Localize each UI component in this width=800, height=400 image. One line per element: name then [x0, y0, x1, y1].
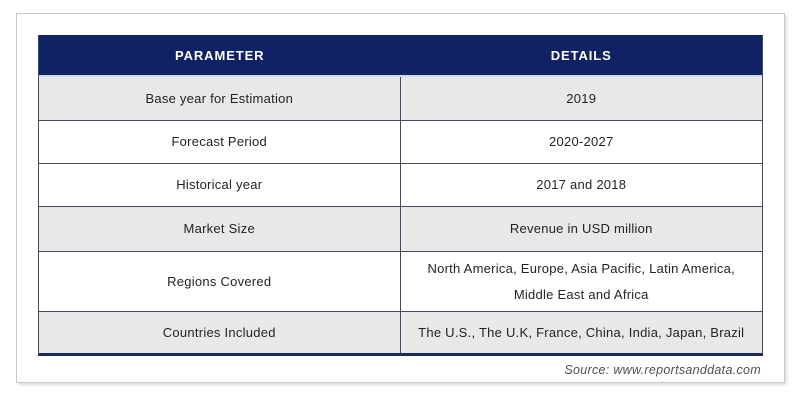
table-row-base-year: Base year for Estimation 2019 — [39, 77, 762, 121]
report-scope-table: PARAMETER DETAILS Base year for Estimati… — [38, 35, 763, 356]
parameter-cell: Historical year — [39, 164, 401, 206]
details-cell: 2019 — [566, 90, 597, 106]
details-cell: 2020-2027 — [549, 134, 614, 149]
table-row-historical-year: Historical year 2017 and 2018 — [39, 164, 762, 207]
parameter-cell: Market Size — [39, 207, 401, 251]
details-cell: The U.S., The U.K, France, China, India,… — [418, 324, 745, 340]
details-cell: North America, Europe, Asia Pacific, Lat… — [427, 260, 736, 302]
parameter-cell: Base year for Estimation — [39, 77, 401, 120]
parameter-cell: Countries Included — [39, 312, 401, 353]
parameter-cell: Regions Covered — [39, 252, 401, 311]
header-cell-details: DETAILS — [550, 47, 612, 63]
table-header-row: PARAMETER DETAILS — [39, 35, 762, 77]
parameter-cell: Forecast Period — [39, 121, 401, 163]
content-frame: PARAMETER DETAILS Base year for Estimati… — [16, 13, 785, 383]
table-row-forecast-period: Forecast Period 2020-2027 — [39, 121, 762, 164]
header-cell-parameter: PARAMETER — [175, 47, 265, 63]
table-row-countries-included: Countries Included The U.S., The U.K, Fr… — [39, 312, 762, 353]
source-credit: Source: www.reportsanddata.com — [564, 363, 761, 377]
table-row-market-size: Market Size Revenue in USD million — [39, 207, 762, 252]
table-row-regions-covered: Regions Covered North America, Europe, A… — [39, 252, 762, 312]
details-cell: 2017 and 2018 — [536, 177, 627, 192]
details-cell: Revenue in USD million — [509, 221, 653, 236]
